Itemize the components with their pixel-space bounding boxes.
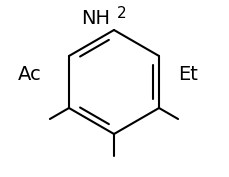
Text: Ac: Ac bbox=[18, 64, 42, 84]
Text: Et: Et bbox=[178, 64, 198, 84]
Text: NH: NH bbox=[82, 10, 111, 28]
Text: 2: 2 bbox=[117, 7, 127, 21]
